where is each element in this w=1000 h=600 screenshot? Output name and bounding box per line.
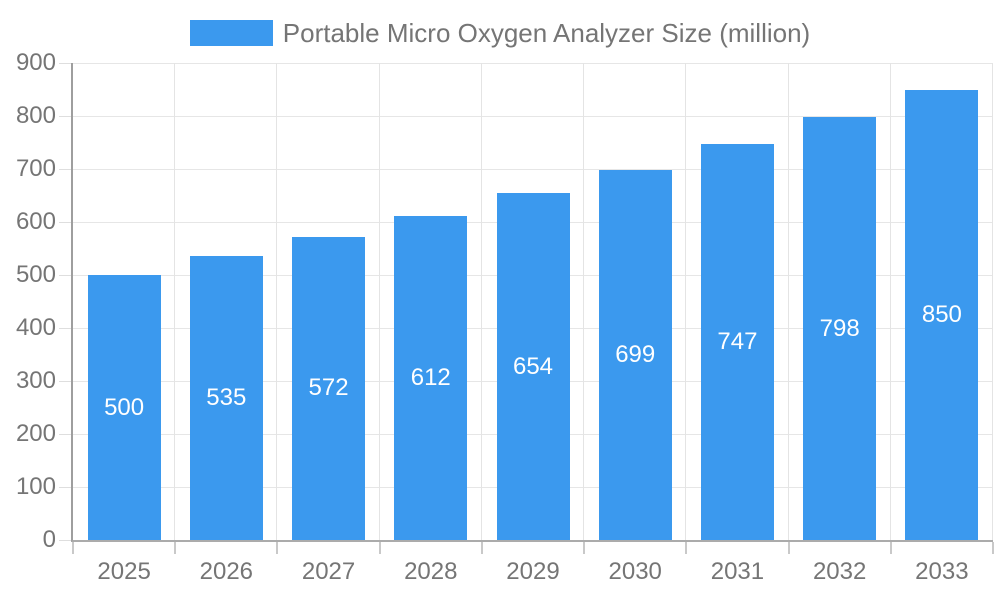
y-axis-tick xyxy=(59,221,71,223)
bar-2032[interactable]: 798 xyxy=(803,117,877,540)
y-axis-tick xyxy=(59,168,71,170)
gridline-vertical xyxy=(992,63,993,540)
y-axis-tick-label: 900 xyxy=(15,49,56,76)
bar-2025[interactable]: 500 xyxy=(87,275,161,540)
bar-2030[interactable]: 699 xyxy=(598,169,672,540)
bar-2031[interactable]: 747 xyxy=(700,144,774,540)
x-axis-tick-label: 2033 xyxy=(915,558,969,585)
bar-value-label: 500 xyxy=(104,393,145,421)
gridline-horizontal xyxy=(73,63,993,64)
y-axis-tick-label: 800 xyxy=(15,102,56,129)
y-axis-tick xyxy=(59,327,71,329)
x-axis-tick-label: 2026 xyxy=(199,558,254,585)
bar-value-label: 747 xyxy=(717,328,758,356)
y-axis-tick-label: 0 xyxy=(42,526,56,553)
x-axis-tick xyxy=(480,542,483,554)
bar-value-label: 654 xyxy=(512,352,554,380)
bar-value-label: 572 xyxy=(308,374,349,402)
x-axis-tick xyxy=(583,542,586,554)
y-axis-tick xyxy=(59,62,71,64)
x-axis-tick-label: 2030 xyxy=(608,558,662,585)
y-axis-tick xyxy=(59,380,71,382)
bar-2033[interactable]: 850 xyxy=(905,89,979,540)
x-axis-tick-label: 2025 xyxy=(97,558,151,585)
y-axis-tick xyxy=(59,486,71,488)
gridline-vertical xyxy=(889,63,891,540)
gridline-vertical xyxy=(174,63,176,540)
gridline-vertical xyxy=(787,63,789,540)
bar-value-label: 612 xyxy=(410,363,451,391)
bar-value-label: 535 xyxy=(206,384,247,412)
bar-2028[interactable]: 612 xyxy=(394,215,468,540)
x-axis-tick xyxy=(378,542,381,554)
x-axis-tick-label: 2031 xyxy=(710,558,765,585)
legend: Portable Micro Oxygen Analyzer Size (mil… xyxy=(0,19,1000,47)
y-axis-tick xyxy=(59,274,71,276)
x-axis-tick xyxy=(72,542,74,554)
bar-value-label: 850 xyxy=(921,300,962,328)
x-axis-tick xyxy=(174,542,177,554)
gridline-vertical xyxy=(685,63,687,540)
bar-2027[interactable]: 572 xyxy=(292,236,366,540)
y-axis-tick-label: 600 xyxy=(15,208,56,235)
y-axis-tick-label: 300 xyxy=(15,367,56,394)
y-axis-tick xyxy=(59,539,71,541)
y-axis-tick-label: 500 xyxy=(15,261,56,288)
bar-value-label: 699 xyxy=(615,340,656,368)
bar-2026[interactable]: 535 xyxy=(189,256,263,540)
gridline-vertical xyxy=(480,63,482,540)
legend-swatch-icon xyxy=(189,20,273,46)
x-axis-tick-label: 2028 xyxy=(404,558,458,585)
gridline-horizontal xyxy=(73,115,993,117)
gridline-vertical xyxy=(583,63,585,540)
gridline-vertical xyxy=(378,63,380,540)
x-axis-tick xyxy=(889,542,892,554)
plot-area: 500 535 572 612 654 699 747 798 850 xyxy=(59,62,994,554)
gridline-vertical xyxy=(276,63,278,540)
gridline-horizontal xyxy=(73,168,993,170)
x-axis-tick xyxy=(685,542,688,554)
x-axis-tick-label: 2032 xyxy=(812,558,867,585)
x-axis-tick-label: 2029 xyxy=(506,558,560,585)
legend-label: Portable Micro Oxygen Analyzer Size (mil… xyxy=(282,18,811,48)
y-axis-tick-label: 400 xyxy=(15,314,56,341)
y-axis-tick-label: 100 xyxy=(15,473,56,500)
x-axis-tick xyxy=(276,542,279,554)
y-axis-tick-label: 200 xyxy=(15,420,56,447)
y-axis-tick xyxy=(59,115,71,117)
x-axis-tick xyxy=(787,542,790,554)
legend-item[interactable]: Portable Micro Oxygen Analyzer Size (mil… xyxy=(189,18,811,48)
x-axis-tick xyxy=(992,542,994,554)
y-axis-tick-label: 700 xyxy=(15,155,56,182)
x-axis-tick-label: 2027 xyxy=(301,558,356,585)
y-axis-tick xyxy=(59,433,71,435)
bar-2029[interactable]: 654 xyxy=(496,193,570,540)
bar-value-label: 798 xyxy=(819,314,860,342)
